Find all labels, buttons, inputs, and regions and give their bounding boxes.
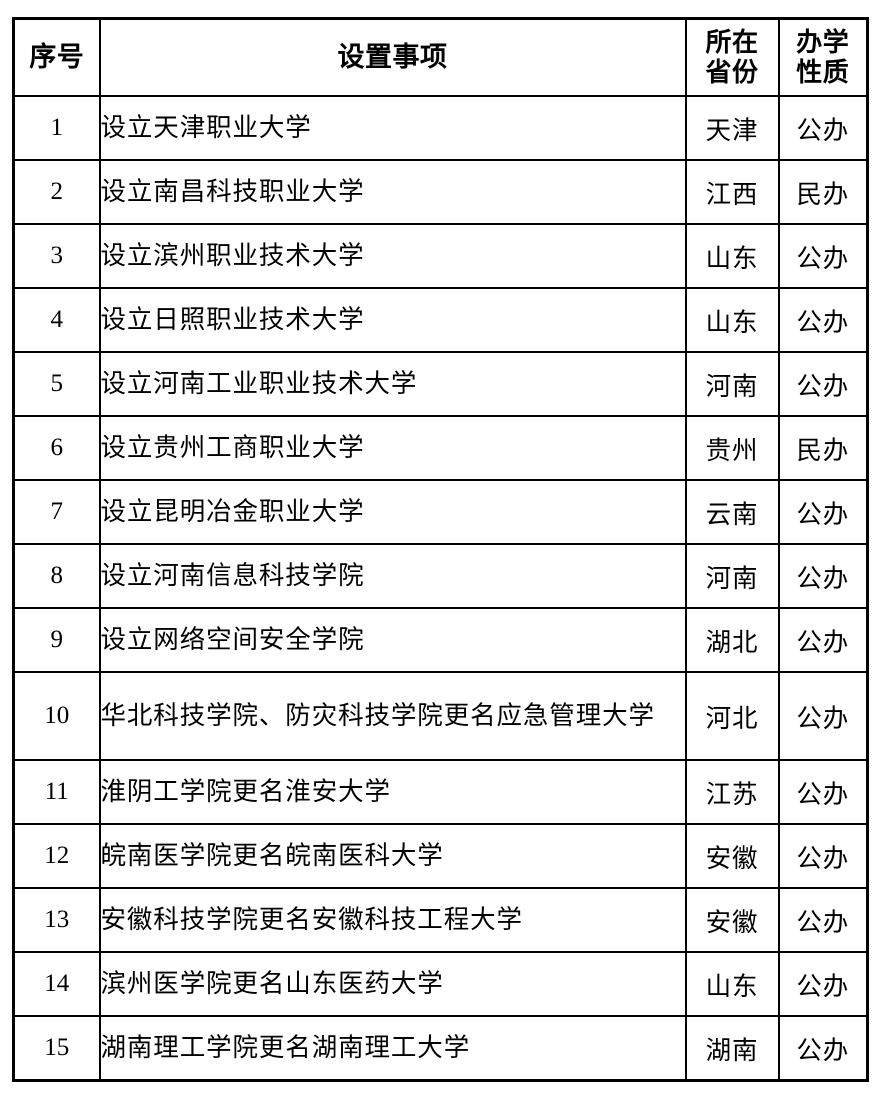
cell-index: 6: [12, 415, 101, 481]
cell-province: 河北: [684, 671, 780, 761]
cell-index: 12: [12, 823, 101, 889]
table-row: 1 设立天津职业大学 天津 公办: [12, 95, 869, 161]
cell-matter: 皖南医学院更名皖南医科大学: [98, 823, 687, 889]
cell-index: 3: [12, 223, 101, 289]
cell-matter: 设立天津职业大学: [98, 95, 687, 161]
cell-province: 安徽: [684, 823, 780, 889]
column-header-matter: 设置事项: [98, 17, 687, 97]
cell-index: 7: [12, 479, 101, 545]
table-row: 8 设立河南信息科技学院 河南 公办: [12, 543, 869, 609]
cell-nature: 民办: [777, 159, 869, 225]
table-row: 11 淮阴工学院更名淮安大学 江苏 公办: [12, 759, 869, 825]
cell-matter: 设立南昌科技职业大学: [98, 159, 687, 225]
header-row: 序号 设置事项 所在 省份 办学 性质: [12, 17, 869, 97]
cell-nature: 公办: [777, 607, 869, 673]
cell-nature: 公办: [777, 823, 869, 889]
table-row: 9 设立网络空间安全学院 湖北 公办: [12, 607, 869, 673]
table-row: 10 华北科技学院、防灾科技学院更名应急管理大学 河北 公办: [12, 671, 869, 761]
table-row: 12 皖南医学院更名皖南医科大学 安徽 公办: [12, 823, 869, 889]
table-row: 7 设立昆明冶金职业大学 云南 公办: [12, 479, 869, 545]
cell-province: 河南: [684, 543, 780, 609]
cell-province: 河南: [684, 351, 780, 417]
cell-index: 4: [12, 287, 101, 353]
cell-nature: 公办: [777, 95, 869, 161]
cell-index: 9: [12, 607, 101, 673]
cell-index: 14: [12, 951, 101, 1017]
cell-matter: 华北科技学院、防灾科技学院更名应急管理大学: [98, 671, 687, 761]
table-row: 2 设立南昌科技职业大学 江西 民办: [12, 159, 869, 225]
cell-nature: 民办: [777, 415, 869, 481]
cell-province: 山东: [684, 223, 780, 289]
cell-matter: 设立河南工业职业技术大学: [98, 351, 687, 417]
cell-matter: 设立贵州工商职业大学: [98, 415, 687, 481]
cell-province: 湖北: [684, 607, 780, 673]
table-row: 3 设立滨州职业技术大学 山东 公办: [12, 223, 869, 289]
cell-nature: 公办: [777, 1015, 869, 1082]
table-row: 4 设立日照职业技术大学 山东 公办: [12, 287, 869, 353]
table-row: 14 滨州医学院更名山东医药大学 山东 公办: [12, 951, 869, 1017]
cell-matter: 设立河南信息科技学院: [98, 543, 687, 609]
cell-index: 15: [12, 1015, 101, 1082]
cell-matter: 设立网络空间安全学院: [98, 607, 687, 673]
column-header-index: 序号: [12, 17, 101, 97]
cell-province: 山东: [684, 287, 780, 353]
cell-matter: 安徽科技学院更名安徽科技工程大学: [98, 887, 687, 953]
cell-index: 5: [12, 351, 101, 417]
table-row: 13 安徽科技学院更名安徽科技工程大学 安徽 公办: [12, 887, 869, 953]
cell-index: 2: [12, 159, 101, 225]
cell-province: 安徽: [684, 887, 780, 953]
table-header: 序号 设置事项 所在 省份 办学 性质: [12, 17, 869, 97]
column-header-province: 所在 省份: [684, 17, 780, 97]
column-header-province-line2: 省份: [705, 56, 759, 87]
cell-index: 1: [12, 95, 101, 161]
column-header-nature-line2: 性质: [796, 56, 850, 87]
cell-province: 贵州: [684, 415, 780, 481]
cell-nature: 公办: [777, 543, 869, 609]
cell-index: 11: [12, 759, 101, 825]
cell-province: 天津: [684, 95, 780, 161]
cell-index: 13: [12, 887, 101, 953]
cell-province: 云南: [684, 479, 780, 545]
cell-matter: 设立日照职业技术大学: [98, 287, 687, 353]
cell-nature: 公办: [777, 759, 869, 825]
cell-nature: 公办: [777, 223, 869, 289]
cell-nature: 公办: [777, 951, 869, 1017]
cell-matter: 设立昆明冶金职业大学: [98, 479, 687, 545]
cell-province: 江苏: [684, 759, 780, 825]
table-row: 6 设立贵州工商职业大学 贵州 民办: [12, 415, 869, 481]
table-row: 15 湖南理工学院更名湖南理工大学 湖南 公办: [12, 1015, 869, 1082]
cell-nature: 公办: [777, 887, 869, 953]
cell-nature: 公办: [777, 671, 869, 761]
cell-province: 湖南: [684, 1015, 780, 1082]
column-header-nature: 办学 性质: [777, 17, 869, 97]
column-header-province-line1: 所在: [705, 26, 759, 57]
cell-index: 10: [12, 671, 101, 761]
cell-matter: 设立滨州职业技术大学: [98, 223, 687, 289]
cell-nature: 公办: [777, 351, 869, 417]
cell-province: 山东: [684, 951, 780, 1017]
cell-nature: 公办: [777, 479, 869, 545]
higher-education-setup-table: 序号 设置事项 所在 省份 办学 性质 1 设立天津职业大学 天津 公办: [12, 17, 869, 1082]
cell-matter: 滨州医学院更名山东医药大学: [98, 951, 687, 1017]
cell-matter: 淮阴工学院更名淮安大学: [98, 759, 687, 825]
table-row: 5 设立河南工业职业技术大学 河南 公办: [12, 351, 869, 417]
cell-province: 江西: [684, 159, 780, 225]
table-body: 1 设立天津职业大学 天津 公办 2 设立南昌科技职业大学 江西 民办 3 设立…: [12, 95, 869, 1082]
cell-index: 8: [12, 543, 101, 609]
cell-matter: 湖南理工学院更名湖南理工大学: [98, 1015, 687, 1082]
cell-nature: 公办: [777, 287, 869, 353]
column-header-nature-line1: 办学: [796, 26, 850, 57]
